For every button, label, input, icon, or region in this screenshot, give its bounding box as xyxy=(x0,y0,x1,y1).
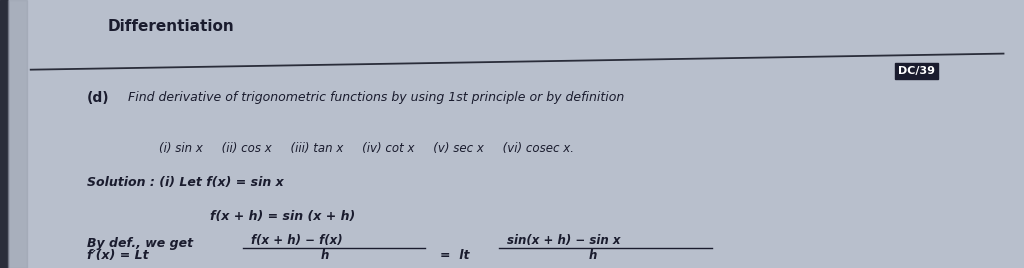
Text: Find derivative of trigonometric functions by using 1st principle or by definiti: Find derivative of trigonometric functio… xyxy=(128,91,625,104)
Text: f(x + h) = sin (x + h): f(x + h) = sin (x + h) xyxy=(210,210,355,224)
Text: By def., we get: By def., we get xyxy=(87,237,194,250)
Text: h: h xyxy=(321,249,329,262)
Text: DC/39: DC/39 xyxy=(898,66,935,76)
Bar xyxy=(0,0,8,268)
Text: sin(x + h) − sin x: sin(x + h) − sin x xyxy=(507,233,621,247)
Text: =  lt: = lt xyxy=(440,249,470,262)
Text: (i) sin x     (ii) cos x     (iii) tan x     (iv) cot x     (v) sec x     (vi) c: (i) sin x (ii) cos x (iii) tan x (iv) co… xyxy=(159,142,573,155)
Text: f′(x) = Lt: f′(x) = Lt xyxy=(87,249,148,262)
Bar xyxy=(8,0,27,268)
Text: f(x + h) − f(x): f(x + h) − f(x) xyxy=(251,233,342,247)
Text: h: h xyxy=(589,249,597,262)
Text: Differentiation: Differentiation xyxy=(108,19,234,34)
Text: (d): (d) xyxy=(87,91,110,105)
Text: Solution : (i) Let f(x) = sin x: Solution : (i) Let f(x) = sin x xyxy=(87,176,284,189)
